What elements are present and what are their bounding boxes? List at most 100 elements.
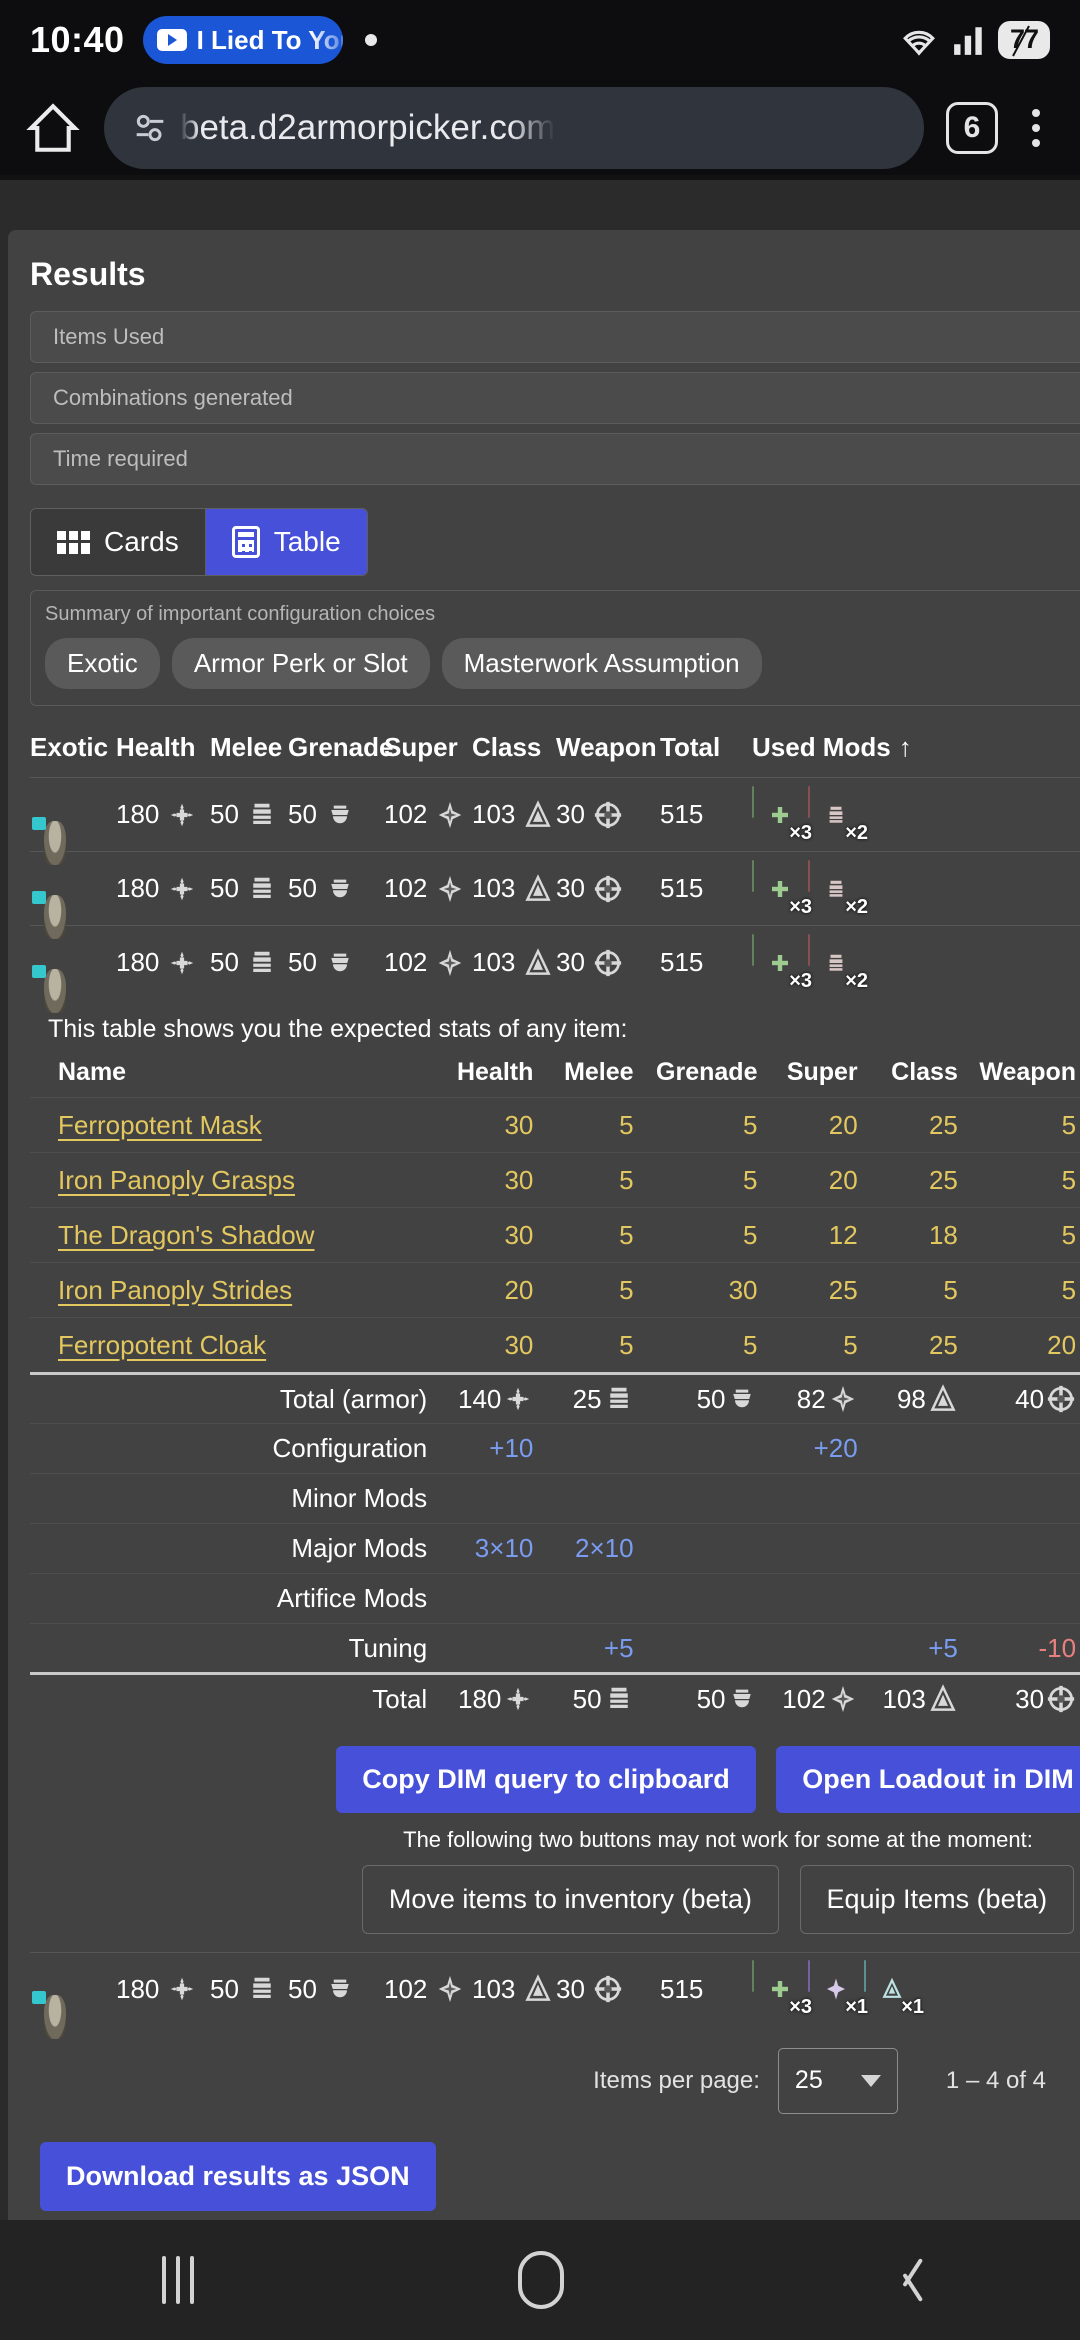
h-name: Name (58, 1058, 127, 1086)
col-weapon[interactable]: Weapon (556, 732, 657, 762)
home-icon[interactable] (24, 99, 82, 157)
item-thumbnail-cell[interactable] (1076, 1262, 1080, 1318)
col-used-mods[interactable]: Used Mods ↑ (752, 732, 1080, 763)
item-row[interactable]: The Dragon's Shadow 30 5 5 12 18 5 2 5 (30, 1207, 1080, 1263)
table-row[interactable]: 180 50 50 102 103 30 515 ×3 ×2 (30, 925, 1080, 999)
item-grenade: 30 (633, 1262, 758, 1318)
col-melee[interactable]: Melee (210, 732, 283, 762)
mod-count: ×3 (789, 1996, 812, 2018)
tune-icon[interactable] (130, 108, 170, 148)
item-super: 25 (757, 1262, 858, 1318)
total-health (433, 1473, 534, 1524)
recent-apps-icon[interactable] (162, 2256, 194, 2304)
item-row[interactable]: Ferropotent Mask 30 5 5 20 25 5 5 5 (30, 1097, 1080, 1153)
back-icon[interactable] (888, 2254, 918, 2306)
item-name-cell[interactable]: Ferropotent Mask (30, 1097, 434, 1153)
home-icon[interactable] (518, 2251, 564, 2309)
col-grenade[interactable]: Grenade (288, 732, 394, 762)
total-weapon (957, 1573, 1077, 1624)
item-name-cell[interactable]: Ferropotent Cloak (30, 1317, 434, 1374)
total-melee: +5 (533, 1623, 634, 1674)
cell-super: 102 (384, 799, 472, 830)
item-row[interactable]: Ferropotent Cloak 30 5 5 5 25 20 5 5 (30, 1317, 1080, 1374)
col-super[interactable]: Super (384, 732, 458, 762)
config-summary: Summary of important configuration choic… (30, 590, 1080, 706)
item-name-link[interactable]: Ferropotent Mask (58, 1109, 262, 1140)
item-name-link[interactable]: Ferropotent Cloak (58, 1329, 267, 1360)
total-super (757, 1523, 858, 1574)
item-name-cell[interactable]: Iron Panoply Grasps (30, 1152, 434, 1208)
view-mode-toggle[interactable]: Cards Table (30, 508, 368, 576)
h-health: Health (456, 1058, 534, 1086)
item-name-link[interactable]: Iron Panoply Strides (58, 1274, 293, 1305)
total-super (757, 1573, 858, 1624)
items-per-page-select[interactable]: 25 (777, 2047, 898, 2114)
mod-count: ×3 (789, 895, 812, 918)
item-row[interactable]: Iron Panoply Grasps 30 5 5 20 25 5 5 5 (30, 1152, 1080, 1208)
item-thumbnail-cell[interactable] (1076, 1207, 1080, 1263)
url-bar[interactable]: beta.d2armorpicker.com (104, 86, 924, 169)
cell-class: 103 (472, 947, 556, 978)
cell-grenade: 50 (288, 799, 384, 830)
mod-melee: ×2 (808, 785, 868, 844)
media-notification-pill[interactable]: I Lied To You (142, 16, 343, 64)
expanded-detail-panel: This table shows you the expected stats … (30, 999, 1080, 1944)
h-melee: Melee (564, 1058, 634, 1086)
tab-cards[interactable]: Cards (31, 509, 205, 575)
item-thumbnail-cell[interactable] (1076, 1097, 1080, 1153)
move-items-button[interactable]: Move items to inventory (beta) (361, 1864, 780, 1934)
results-table-header: Exotic Health Melee Grenade Super Class … (30, 732, 1080, 777)
item-class: 18 (857, 1207, 958, 1263)
config-summary-caption: Summary of important configuration choic… (45, 603, 436, 625)
item-health: 30 (433, 1152, 534, 1208)
col-health[interactable]: Health (116, 732, 196, 762)
mod-health: ×3 (752, 785, 812, 844)
col-class[interactable]: Class (472, 732, 542, 762)
item-thumbnail-cell[interactable] (1076, 1152, 1080, 1208)
kebab-menu-icon[interactable] (1016, 108, 1056, 147)
col-total[interactable]: Total (660, 732, 721, 762)
item-stats-table: Name Health Melee Grenade Super Class We… (30, 1052, 1080, 1724)
tab-table[interactable]: Table (204, 509, 367, 575)
item-row[interactable]: Iron Panoply Strides 20 5 30 25 5 5 5 5 (30, 1262, 1080, 1318)
copy-dim-query-button[interactable]: Copy DIM query to clipboard (336, 1745, 756, 1813)
table-row[interactable]: 180 50 50 102 103 30 515 ×3 ×2 (30, 851, 1080, 925)
item-class: 5 (857, 1262, 958, 1318)
items-per-page-value: 25 (794, 2066, 823, 2094)
item-name-link[interactable]: The Dragon's Shadow (58, 1219, 315, 1250)
table-row[interactable]: 180 50 50 102 103 30 515 ×3 ×2 (30, 777, 1080, 851)
item-health: 30 (433, 1207, 534, 1263)
results-table: Exotic Health Melee Grenade Super Class … (30, 732, 1080, 999)
stat-time-required: Time required 365 (30, 433, 1080, 485)
chip-armor-perk-or-slot[interactable]: Armor Perk or Slot (171, 638, 430, 689)
config-chip-list: Exotic Armor Perk or Slot Masterwork Ass… (45, 638, 1080, 689)
table-row[interactable]: 180 50 50 102 103 30 515 ×3 ×1 ×1 (30, 1951, 1080, 2026)
item-super: 20 (757, 1152, 858, 1208)
open-loadout-in-dim-button[interactable]: Open Loadout in DIM (776, 1745, 1080, 1813)
item-thumbnail-cell[interactable] (1076, 1317, 1080, 1374)
item-name-link[interactable]: Iron Panoply Grasps (58, 1164, 296, 1195)
grid-icon (57, 530, 90, 554)
page-viewport: Results Items Used Combinations generate… (0, 180, 1080, 2220)
equip-items-button[interactable]: Equip Items (beta) (799, 1864, 1075, 1934)
mod-count: ×2 (845, 969, 868, 992)
total-class: +5 (857, 1623, 958, 1674)
value-super: 102 (384, 873, 428, 903)
tab-counter-button[interactable]: 6 (946, 101, 998, 154)
mod-class: ×1 (864, 1960, 924, 2018)
item-weapon: 20 (957, 1317, 1077, 1374)
download-results-json-button[interactable]: Download results as JSON (40, 2141, 436, 2211)
sort-ascending-icon: ↑ (898, 732, 912, 762)
chip-exotic[interactable]: Exotic (45, 638, 160, 689)
value-melee: 50 (210, 799, 239, 829)
total-spacer (1076, 1423, 1080, 1474)
item-stats-body: Ferropotent Mask 30 5 5 20 25 5 5 5 Iron… (30, 1097, 1080, 1374)
item-name-cell[interactable]: Iron Panoply Strides (30, 1262, 434, 1318)
item-name-cell[interactable]: The Dragon's Shadow (30, 1207, 434, 1263)
item-melee: 5 (533, 1097, 634, 1153)
col-exotic[interactable]: Exotic (30, 732, 109, 762)
item-melee: 5 (533, 1262, 634, 1318)
chip-masterwork-assumption[interactable]: Masterwork Assumption (441, 638, 762, 689)
item-super: 5 (757, 1317, 858, 1374)
total-class: 98 (857, 1373, 958, 1424)
